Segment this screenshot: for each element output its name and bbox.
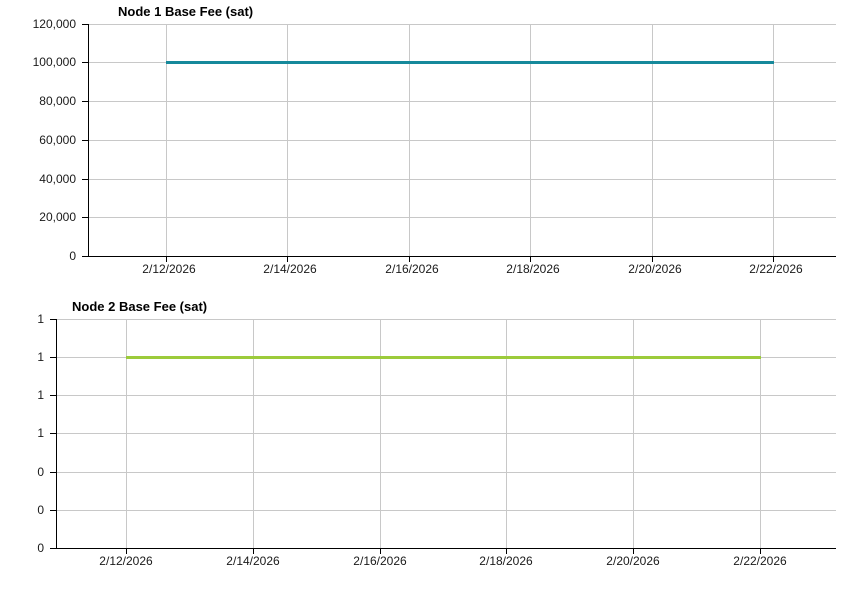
chart-1-y-tick-label: 0 <box>69 249 76 263</box>
chart-1-x-tick <box>166 257 167 262</box>
chart-1-gridline-v <box>773 24 774 256</box>
chart-1-y-tick-label: 120,000 <box>32 17 76 31</box>
chart-2-x-tick-label: 2/22/2026 <box>733 554 787 568</box>
chart-1-x-tick-label: 2/12/2026 <box>142 262 196 276</box>
chart-2-x-axis <box>56 548 836 549</box>
chart-2-gridline-h <box>56 395 836 396</box>
chart-2-x-tick <box>633 549 634 554</box>
chart-2-y-tick <box>50 472 56 473</box>
chart-2-y-tick-label: 1 <box>37 312 44 326</box>
chart-node-1-base-fee: Node 1 Base Fee (sat) 120,000 100,000 80… <box>0 0 860 295</box>
chart-2-gridline-v <box>506 319 507 548</box>
chart-1-gridline-v <box>287 24 288 256</box>
chart-2-series-line <box>126 356 761 359</box>
chart-2-y-tick-label: 1 <box>37 350 44 364</box>
chart-1-x-tick-label: 2/18/2026 <box>506 262 560 276</box>
chart-1-y-tick-label: 100,000 <box>32 55 76 69</box>
chart-2-y-tick-label: 0 <box>37 503 44 517</box>
chart-2-y-tick-label: 0 <box>37 465 44 479</box>
chart-1-gridline-h <box>88 217 836 218</box>
chart-1-y-axis <box>88 24 89 257</box>
chart-2-gridline-v <box>380 319 381 548</box>
chart-2-gridline-h <box>56 472 836 473</box>
chart-1-gridline-v <box>530 24 531 256</box>
chart-2-x-tick-label: 2/12/2026 <box>99 554 153 568</box>
chart-2-gridline-v <box>253 319 254 548</box>
chart-1-x-axis <box>88 256 836 257</box>
chart-2-x-tick <box>760 549 761 554</box>
chart-1-y-tick <box>82 101 88 102</box>
chart-2-gridline-v <box>633 319 634 548</box>
chart-2-plot-area <box>56 319 836 548</box>
chart-1-x-tick-label: 2/22/2026 <box>749 262 803 276</box>
chart-1-y-tick <box>82 217 88 218</box>
chart-1-series-line <box>166 61 774 64</box>
chart-2-x-tick-label: 2/16/2026 <box>353 554 407 568</box>
chart-1-x-tick <box>652 257 653 262</box>
chart-1-x-tick-label: 2/14/2026 <box>263 262 317 276</box>
chart-1-y-tick-label: 40,000 <box>39 172 76 186</box>
chart-2-x-tick <box>506 549 507 554</box>
chart-1-y-tick-label: 80,000 <box>39 94 76 108</box>
chart-2-y-tick <box>50 548 56 549</box>
chart-1-gridline-h <box>88 101 836 102</box>
chart-1-y-tick <box>82 256 88 257</box>
chart-node-2-base-fee: Node 2 Base Fee (sat) 1 1 1 1 0 0 0 <box>0 295 860 600</box>
chart-2-y-tick <box>50 357 56 358</box>
chart-2-gridline-h <box>56 510 836 511</box>
chart-2-x-tick <box>126 549 127 554</box>
chart-1-x-tick-label: 2/16/2026 <box>385 262 439 276</box>
chart-1-x-tick-label: 2/20/2026 <box>628 262 682 276</box>
chart-2-y-tick-label: 1 <box>37 426 44 440</box>
chart-2-y-tick-label: 0 <box>37 541 44 555</box>
chart-2-x-tick <box>253 549 254 554</box>
chart-2-y-tick <box>50 510 56 511</box>
chart-1-y-tick-label: 60,000 <box>39 133 76 147</box>
chart-2-gridline-v <box>126 319 127 548</box>
chart-2-x-tick <box>380 549 381 554</box>
chart-1-gridline-h <box>88 140 836 141</box>
chart-1-x-tick <box>530 257 531 262</box>
chart-2-y-tick <box>50 433 56 434</box>
chart-1-y-tick <box>82 24 88 25</box>
chart-1-y-tick-label: 20,000 <box>39 210 76 224</box>
chart-1-gridline-v <box>166 24 167 256</box>
chart-1-gridline-h <box>88 24 836 25</box>
chart-1-x-tick <box>287 257 288 262</box>
chart-1-y-tick <box>82 62 88 63</box>
chart-1-x-tick <box>773 257 774 262</box>
chart-2-y-tick <box>50 395 56 396</box>
chart-2-y-tick <box>50 319 56 320</box>
chart-1-y-tick <box>82 140 88 141</box>
chart-1-gridline-v <box>409 24 410 256</box>
chart-2-x-tick-label: 2/20/2026 <box>606 554 660 568</box>
chart-1-y-tick <box>82 179 88 180</box>
chart-1-gridline-v <box>652 24 653 256</box>
chart-2-y-tick-label: 1 <box>37 388 44 402</box>
chart-2-x-tick-label: 2/18/2026 <box>479 554 533 568</box>
chart-2-gridline-v <box>760 319 761 548</box>
chart-1-gridline-h <box>88 179 836 180</box>
chart-1-x-tick <box>409 257 410 262</box>
chart-2-x-tick-label: 2/14/2026 <box>226 554 280 568</box>
chart-2-gridline-h <box>56 319 836 320</box>
chart-1-title: Node 1 Base Fee (sat) <box>118 4 254 19</box>
chart-2-gridline-h <box>56 433 836 434</box>
chart-2-y-axis <box>56 319 57 549</box>
chart-2-title: Node 2 Base Fee (sat) <box>72 299 208 314</box>
chart-1-plot-area <box>88 24 836 256</box>
